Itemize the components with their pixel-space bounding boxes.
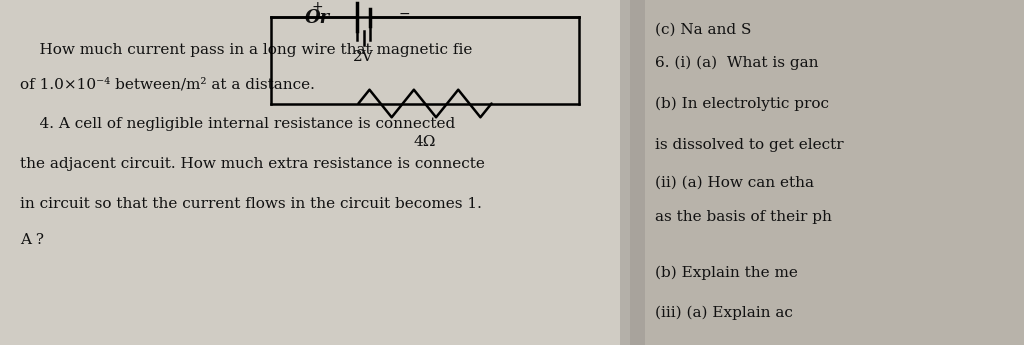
Text: (ii) (a) How can etha: (ii) (a) How can etha (655, 176, 814, 190)
Bar (0, 0, 630, 345)
Text: (c) Na and S: (c) Na and S (655, 22, 752, 37)
Text: is dissolved to get electr: is dissolved to get electr (655, 138, 844, 152)
Text: the adjacent circuit. How much extra resistance is connecte: the adjacent circuit. How much extra res… (20, 157, 485, 171)
Text: 4. A cell of negligible internal resistance is connected: 4. A cell of negligible internal resista… (20, 117, 456, 131)
Bar (620, 0, 645, 345)
Text: (b) In electrolytic proc: (b) In electrolytic proc (655, 97, 829, 111)
Text: A ?: A ? (20, 233, 44, 247)
Text: How much current pass in a long wire that magnetic fie: How much current pass in a long wire tha… (20, 43, 473, 57)
Text: 2V: 2V (353, 50, 374, 64)
Text: (b) Explain the me: (b) Explain the me (655, 266, 799, 280)
Text: −: − (398, 7, 411, 21)
Text: as the basis of their ph: as the basis of their ph (655, 210, 833, 225)
Text: 4Ω: 4Ω (414, 135, 436, 149)
Text: Or: Or (305, 9, 330, 27)
Text: +: + (311, 0, 324, 14)
Text: in circuit so that the current flows in the circuit becomes 1.: in circuit so that the current flows in … (20, 197, 482, 211)
Text: of 1.0×10⁻⁴ between/m² at a distance.: of 1.0×10⁻⁴ between/m² at a distance. (20, 78, 315, 92)
Text: 6. (i) (a)  What is gan: 6. (i) (a) What is gan (655, 55, 819, 70)
Bar (630, 0, 1024, 345)
Text: (iii) (a) Explain ac: (iii) (a) Explain ac (655, 305, 794, 320)
